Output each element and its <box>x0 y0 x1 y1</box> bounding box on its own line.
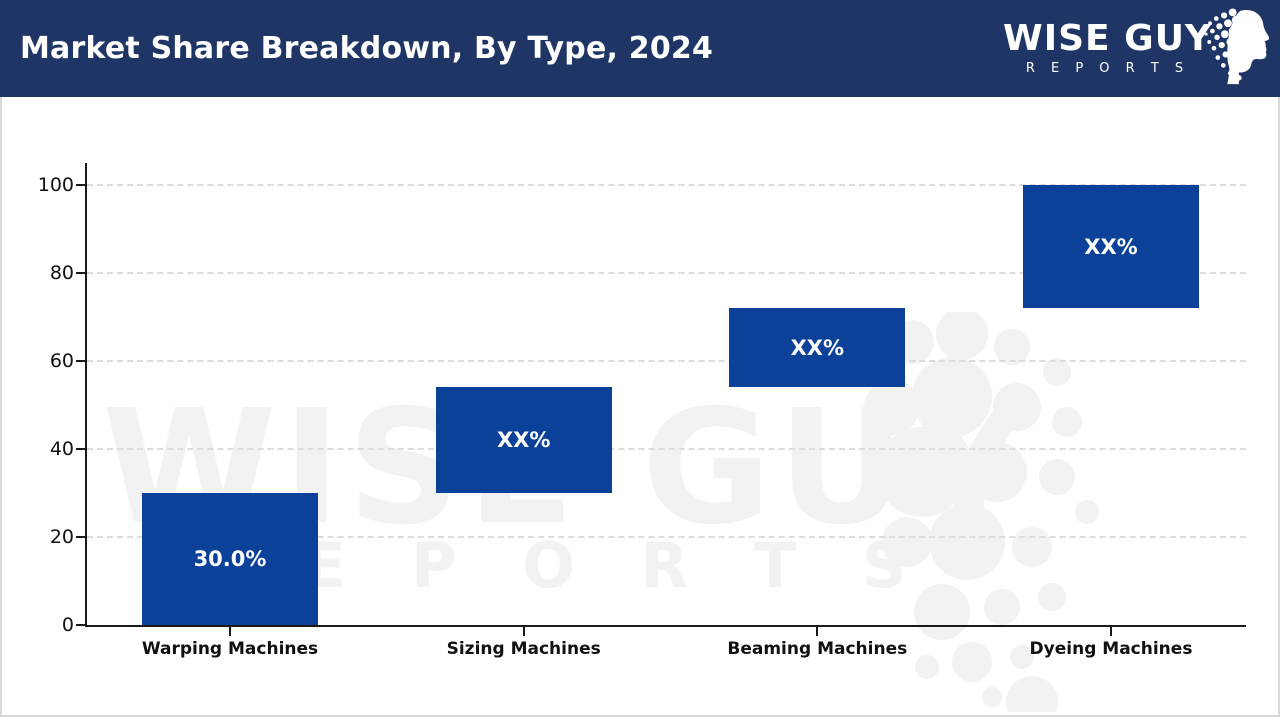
gridline <box>87 360 1246 362</box>
x-axis-category-label: Sizing Machines <box>446 639 601 659</box>
y-tick <box>76 272 85 274</box>
x-axis-category-label: Dyeing Machines <box>1029 639 1193 659</box>
y-tick <box>76 624 85 626</box>
x-axis-category-label: Beaming Machines <box>727 639 908 659</box>
bar-segment: XX% <box>435 387 612 493</box>
y-tick <box>76 536 85 538</box>
y-tick <box>76 360 85 362</box>
bar-segment: XX% <box>729 308 906 388</box>
bar-segment: XX% <box>1023 185 1199 309</box>
bar-value-label: XX% <box>1084 234 1138 259</box>
logo-subtext: R E P O R T S <box>1025 61 1190 76</box>
bar-value-label: XX% <box>790 335 845 360</box>
y-tick <box>76 448 85 450</box>
logo-head-icon <box>1204 7 1270 84</box>
x-tick <box>816 627 819 636</box>
bar-value-label: XX% <box>496 428 551 453</box>
y-tick-label: 80 <box>49 262 74 284</box>
gridline <box>87 272 1246 274</box>
y-tick <box>76 184 85 186</box>
header: Market Share Breakdown, By Type, 2024 WI… <box>0 0 1280 97</box>
y-tick-label: 0 <box>61 614 74 636</box>
x-axis-category-label: Warping Machines <box>141 639 319 659</box>
y-tick-label: 60 <box>49 350 74 372</box>
page-title: Market Share Breakdown, By Type, 2024 <box>20 31 714 66</box>
gridline <box>87 448 1246 450</box>
bar-value-label: 30.0% <box>193 547 267 571</box>
x-axis-line <box>85 625 1246 627</box>
y-axis-line <box>85 163 87 625</box>
bar-segment: 30.0% <box>142 493 318 625</box>
wise-guy-logo: WISE GUY R E P O R T S <box>1003 0 1274 97</box>
logo-wordmark: WISE GUY <box>1002 18 1212 59</box>
x-tick <box>229 627 231 636</box>
y-tick-label: 40 <box>49 438 74 460</box>
x-tick <box>1110 627 1112 636</box>
gridline <box>87 536 1246 538</box>
x-tick <box>522 627 525 636</box>
logo-text: WISE GUY R E P O R T S <box>1002 18 1212 77</box>
y-tick-label: 100 <box>37 174 74 196</box>
gridline <box>87 184 1246 186</box>
y-tick-label: 20 <box>49 526 74 548</box>
